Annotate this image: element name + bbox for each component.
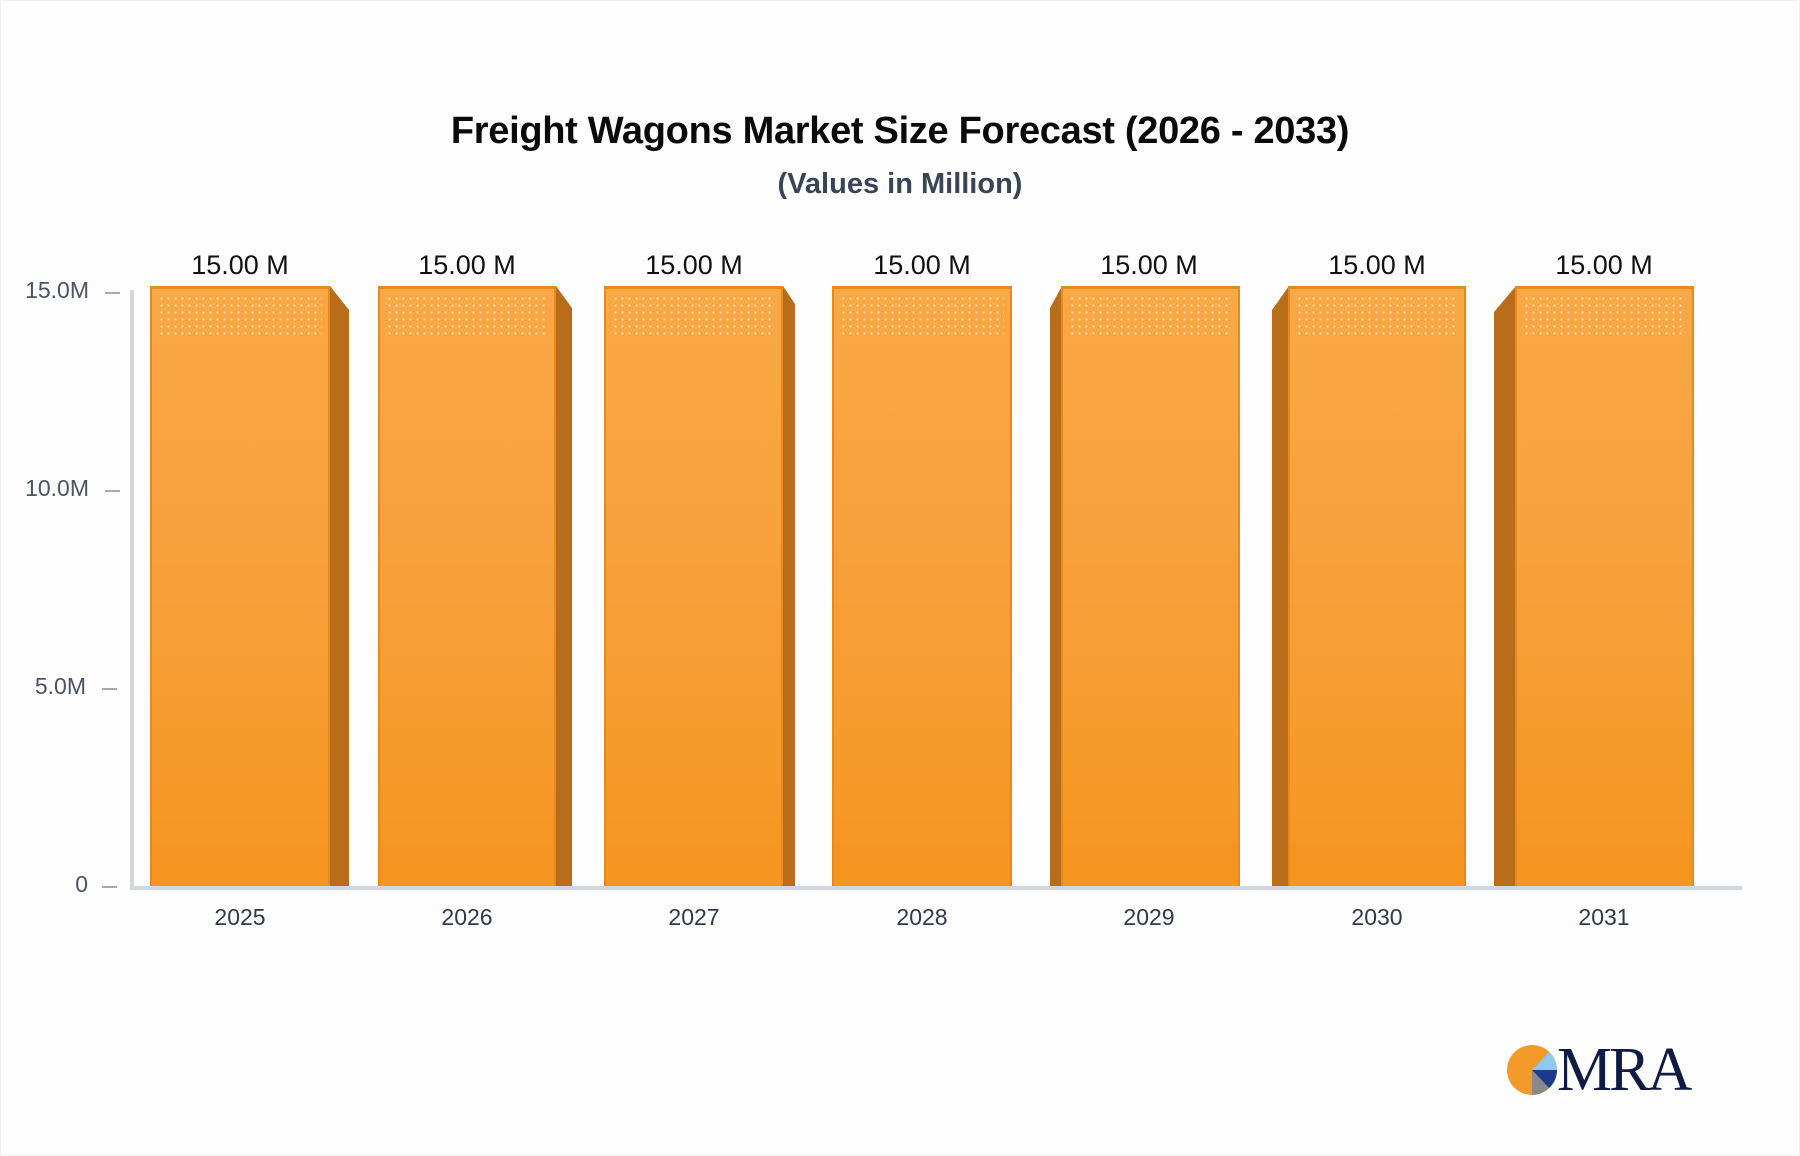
- mra-logo: MRA: [1505, 1039, 1695, 1101]
- x-tick-label: 2031: [1578, 904, 1630, 930]
- bar-2027[interactable]: [604, 286, 796, 886]
- bar-2031[interactable]: [1494, 286, 1694, 886]
- y-tick-label-15m: 15.0M: [25, 277, 89, 303]
- pie-chart-icon: [1507, 1045, 1557, 1095]
- bar-value-label: 15.00 M: [418, 250, 516, 280]
- x-tick-label: 2028: [896, 904, 948, 930]
- y-tick-label-0: 0: [75, 871, 88, 897]
- bar-2028[interactable]: [832, 286, 1012, 886]
- y-tick-mark: [102, 688, 117, 690]
- bar-value-label: 15.00 M: [1555, 250, 1653, 280]
- x-tick-label: 2029: [1123, 904, 1175, 930]
- bar-2029[interactable]: [1050, 286, 1240, 886]
- chart-title: Freight Wagons Market Size Forecast (202…: [450, 110, 1350, 152]
- y-axis-line: [130, 290, 134, 890]
- x-tick-label: 2030: [1351, 904, 1403, 930]
- bar-value-label: 15.00 M: [191, 250, 289, 280]
- bar-value-label: 15.00 M: [873, 250, 971, 280]
- y-tick-label-5m: 5.0M: [34, 673, 86, 699]
- logo-text: MRA: [1557, 1036, 1692, 1104]
- bar-2026[interactable]: [378, 286, 572, 886]
- y-tick-mark: [105, 292, 120, 294]
- chart-subtitle: (Values in Million): [777, 168, 1023, 200]
- x-tick-label: 2027: [668, 904, 720, 930]
- x-tick-label: 2026: [441, 904, 493, 930]
- y-tick-label-10m: 10.0M: [25, 475, 89, 501]
- bar-2030[interactable]: [1272, 286, 1466, 886]
- bar-value-label: 15.00 M: [1328, 250, 1426, 280]
- bar-value-label: 15.00 M: [1100, 250, 1198, 280]
- x-axis-line: [130, 886, 1742, 890]
- bar-2025[interactable]: [150, 286, 350, 886]
- y-tick-mark: [105, 490, 120, 492]
- x-tick-label: 2025: [214, 904, 266, 930]
- y-tick-mark: [102, 886, 117, 888]
- bar-value-label: 15.00 M: [645, 250, 743, 280]
